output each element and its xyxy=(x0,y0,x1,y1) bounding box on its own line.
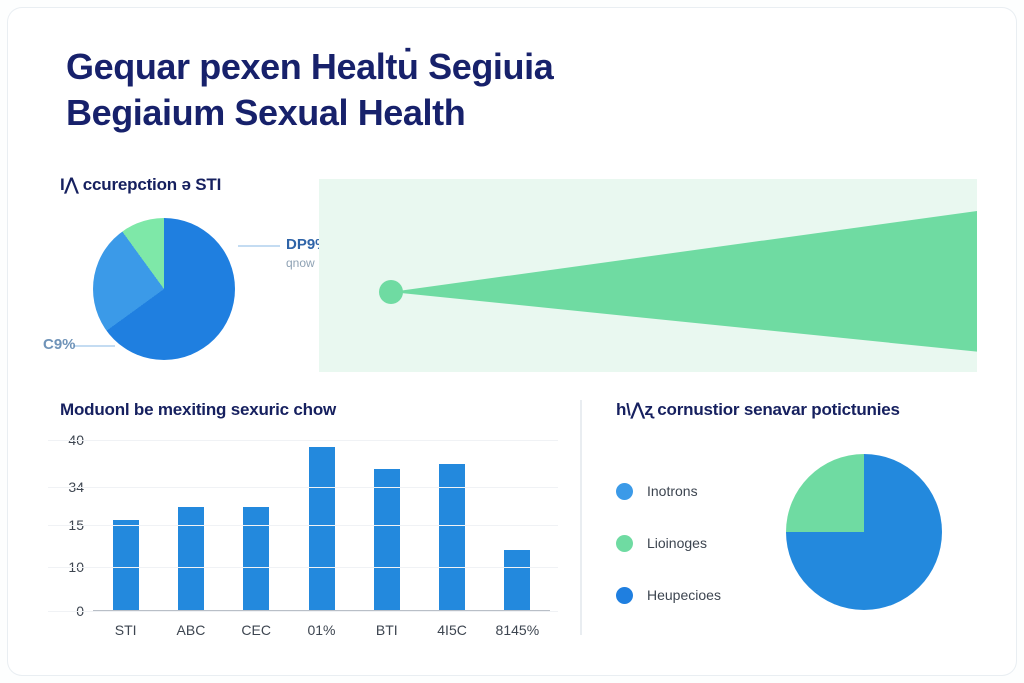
bar-gridline xyxy=(48,611,558,612)
bar-column[interactable] xyxy=(504,549,531,610)
bar-x-axis-tick: BTI xyxy=(375,622,398,638)
bar-chart-title: Moduonl be mexiting sexuric chow xyxy=(60,400,337,419)
bar-gridline xyxy=(48,486,558,488)
bar-gridline xyxy=(48,567,558,569)
bar-x-axis-tick: CEC xyxy=(241,622,271,638)
bar-column[interactable] xyxy=(112,519,139,610)
legend-item[interactable]: Heupecioes xyxy=(616,569,786,621)
page-title: Gequar pexen Healtu̇ Segiuia Begiaium Se… xyxy=(66,44,766,136)
pie-callout-leader-right xyxy=(238,245,280,247)
bar-x-axis-tick: ABC xyxy=(176,622,206,638)
donut-chart-title: h\⋀ʐ cornustior senavar potictunies xyxy=(616,400,900,419)
pie-callout-right-sub: qnow xyxy=(286,256,315,270)
bar-column[interactable] xyxy=(439,464,466,610)
bar-x-axis-tick: 01% xyxy=(307,622,336,638)
fan-shape-svg xyxy=(379,210,977,352)
bar-column[interactable] xyxy=(308,447,335,610)
legend-swatch-icon xyxy=(616,586,633,604)
bar-gridline xyxy=(48,439,558,441)
donut-legend: Inotrons Lioinoges Heupecioes xyxy=(616,465,786,621)
legend-item[interactable]: Inotrons xyxy=(616,465,786,517)
legend-item-label: Heupecioes xyxy=(647,587,721,603)
pie-sti-section-title: I⋀ ccurepction ə STI xyxy=(60,175,222,194)
pie-sti-disc xyxy=(93,218,235,360)
legend-item[interactable]: Lioinoges xyxy=(616,517,786,569)
page-title-line-1: Gequar pexen Healtu̇ Segiuia xyxy=(66,46,554,87)
bar-x-axis-tick: STI xyxy=(114,622,137,638)
pie-sti-chart: DP9% qnow C9% xyxy=(43,168,329,378)
legend-item-label: Lioinoges xyxy=(647,535,707,551)
section-divider xyxy=(580,400,582,635)
fan-area-chart xyxy=(319,179,977,372)
bar-column[interactable] xyxy=(373,468,400,610)
legend-swatch-icon xyxy=(616,482,633,500)
pie-callout-left-value: C9% xyxy=(43,336,76,353)
bar-gridline xyxy=(48,525,558,527)
pie-callout-leader-left xyxy=(73,345,115,347)
page-title-line-2: Begiaium Sexual Health xyxy=(66,92,466,133)
bar-column[interactable] xyxy=(177,507,204,610)
fan-wedge xyxy=(391,210,977,352)
legend-swatch-icon xyxy=(616,534,633,552)
pie-callout-right-value: DP9% xyxy=(286,236,329,253)
bar-column[interactable] xyxy=(243,507,270,610)
bar-x-axis-tick: 8145% xyxy=(495,622,540,638)
dashboard-card: Gequar pexen Healtu̇ Segiuia Begiaium Se… xyxy=(8,8,1016,675)
bar-axis-baseline xyxy=(93,609,550,611)
legend-item-label: Inotrons xyxy=(647,483,698,499)
donut-disc xyxy=(786,454,942,610)
bar-x-axis-tick: 4I5C xyxy=(437,622,467,638)
fan-origin-node xyxy=(379,280,403,304)
